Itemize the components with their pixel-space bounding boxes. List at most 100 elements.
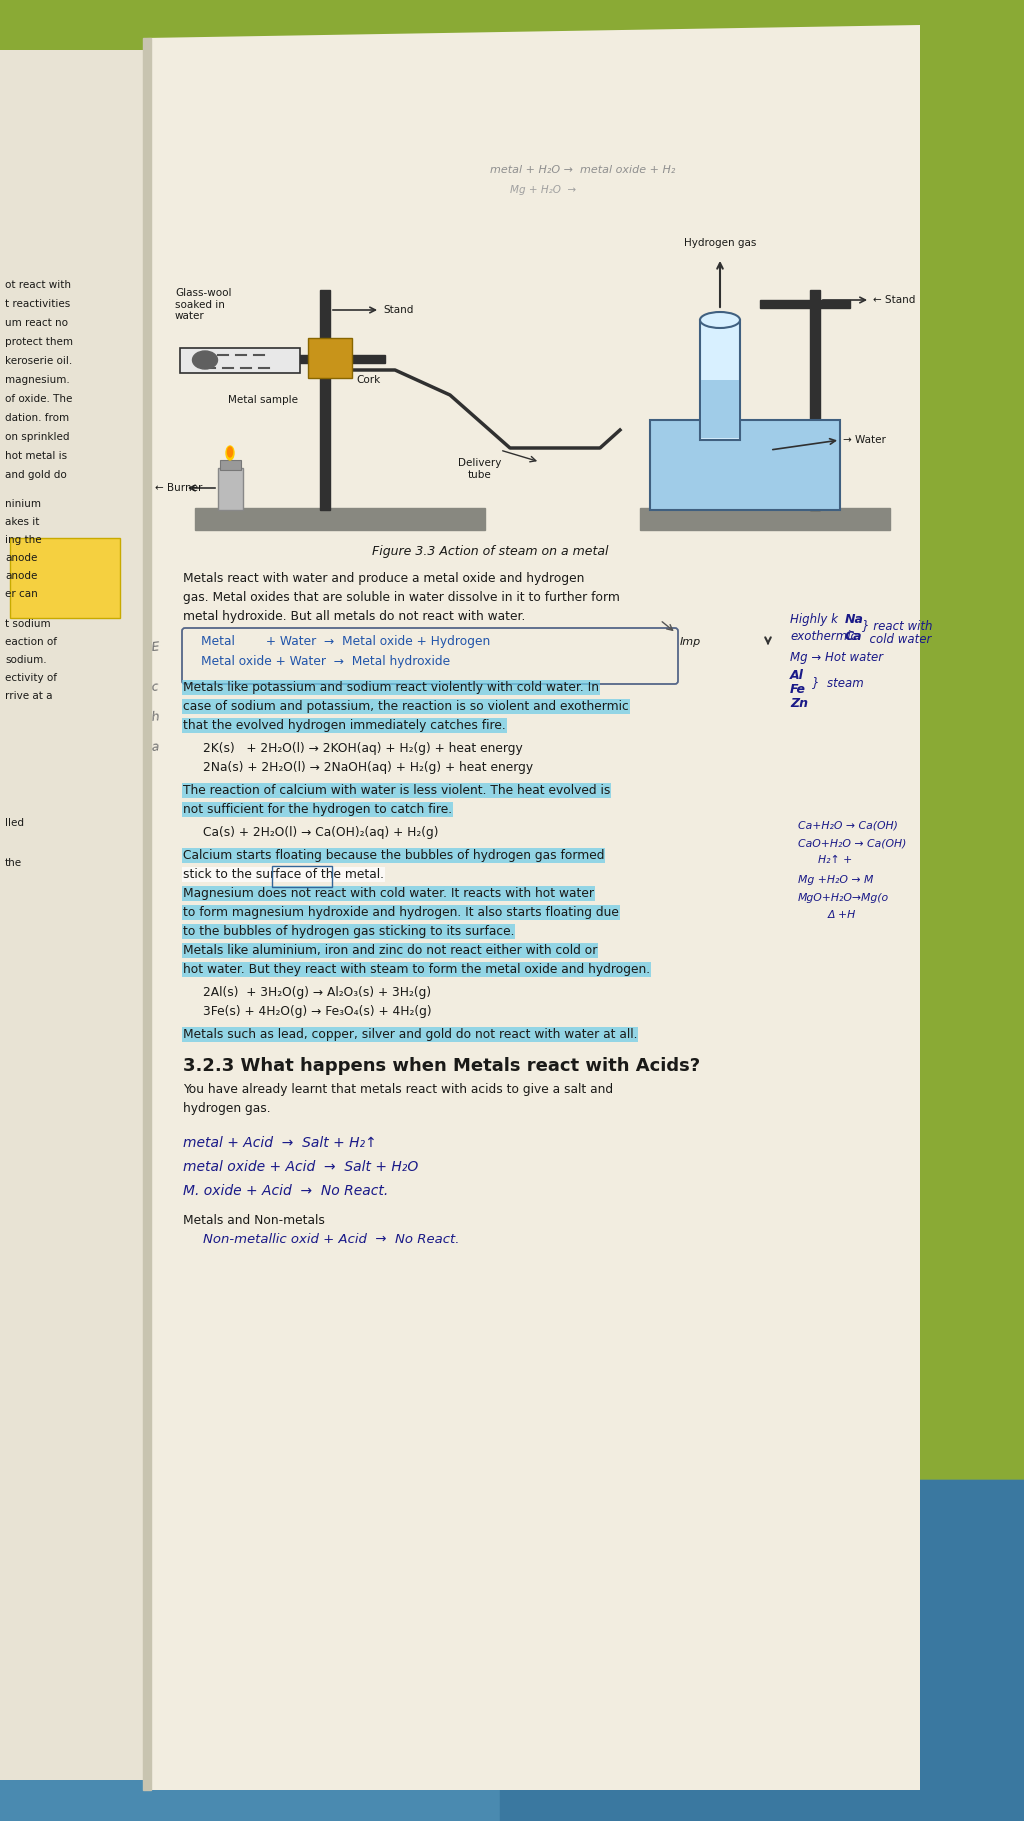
Text: to form magnesium hydroxide and hydrogen. It also starts floating due: to form magnesium hydroxide and hydrogen… (183, 907, 618, 920)
Text: Metals like aluminium, iron and zinc do not react either with cold or: Metals like aluminium, iron and zinc do … (183, 943, 597, 958)
Text: that the evolved hydrogen immediately catches fire.: that the evolved hydrogen immediately ca… (183, 719, 506, 732)
Text: of oxide. The: of oxide. The (5, 393, 73, 404)
Text: gas. Metal oxides that are soluble in water dissolve in it to further form: gas. Metal oxides that are soluble in wa… (183, 592, 620, 605)
Text: t reactivities: t reactivities (5, 299, 71, 310)
Text: Calcium starts floating because the bubbles of hydrogen gas formed: Calcium starts floating because the bubb… (183, 849, 604, 861)
Text: 2K(s)   + 2H₂O(l) → 2KOH(aq) + H₂(g) + heat energy: 2K(s) + 2H₂O(l) → 2KOH(aq) + H₂(g) + hea… (203, 741, 522, 756)
Text: CaO+H₂O → Ca(OH): CaO+H₂O → Ca(OH) (798, 838, 906, 849)
Text: ← Burner: ← Burner (155, 483, 203, 493)
Bar (319, 290, 330, 510)
Text: E: E (151, 639, 160, 654)
Text: metal + H₂O →  metal oxide + H₂: metal + H₂O → metal oxide + H₂ (490, 166, 676, 175)
Ellipse shape (227, 446, 232, 457)
Text: 3.2.3 What happens when Metals react with Acids?: 3.2.3 What happens when Metals react wit… (183, 1056, 700, 1074)
Text: Ca(s) + 2H₂O(l) → Ca(OH)₂(aq) + H₂(g): Ca(s) + 2H₂O(l) → Ca(OH)₂(aq) + H₂(g) (203, 827, 438, 839)
Text: Figure 3.3 Action of steam on a metal: Figure 3.3 Action of steam on a metal (372, 544, 608, 557)
Bar (195, 508, 485, 530)
Text: Highly k: Highly k (790, 614, 838, 626)
Ellipse shape (700, 311, 740, 328)
Text: ing the: ing the (5, 535, 42, 544)
Text: 3Fe(s) + 4H₂O(g) → Fe₃O₄(s) + 4H₂(g): 3Fe(s) + 4H₂O(g) → Fe₃O₄(s) + 4H₂(g) (203, 1005, 432, 1018)
Text: hot water. But they react with steam to form the metal oxide and hydrogen.: hot water. But they react with steam to … (183, 963, 650, 976)
Text: cold water: cold water (862, 634, 932, 646)
Text: Mg +H₂O → M: Mg +H₂O → M (798, 876, 873, 885)
Text: Metals react with water and produce a metal oxide and hydrogen: Metals react with water and produce a me… (183, 572, 585, 585)
Bar (180, 348, 300, 373)
Text: Metal        + Water  →  Metal oxide + Hydrogen: Metal + Water → Metal oxide + Hydrogen (201, 636, 490, 648)
Text: protect them: protect them (5, 337, 73, 348)
Text: a: a (151, 739, 160, 754)
Text: metal + Acid  →  Salt + H₂↑: metal + Acid → Salt + H₂↑ (183, 1136, 377, 1151)
Polygon shape (145, 25, 920, 1790)
Text: hot metal is: hot metal is (5, 452, 68, 461)
Text: Na: Na (845, 614, 864, 626)
Text: Metal sample: Metal sample (228, 395, 298, 404)
Text: ot react with: ot react with (5, 280, 71, 290)
Text: ← Stand: ← Stand (873, 295, 915, 304)
Text: case of sodium and potassium, the reaction is so violent and exothermic: case of sodium and potassium, the reacti… (183, 699, 629, 714)
Text: on sprinkled: on sprinkled (5, 432, 70, 443)
Bar (0, 1480, 1024, 1821)
Bar (760, 300, 850, 308)
Ellipse shape (193, 351, 217, 370)
Text: hydrogen gas.: hydrogen gas. (183, 1102, 270, 1114)
Text: The reaction of calcium with water is less violent. The heat evolved is: The reaction of calcium with water is le… (183, 785, 610, 798)
Text: anode: anode (5, 572, 37, 581)
Text: 2Na(s) + 2H₂O(l) → 2NaOH(aq) + H₂(g) + heat energy: 2Na(s) + 2H₂O(l) → 2NaOH(aq) + H₂(g) + h… (203, 761, 534, 774)
Bar (265, 355, 385, 362)
Text: metal hydroxide. But all metals do not react with water.: metal hydroxide. But all metals do not r… (183, 610, 525, 623)
Bar (640, 508, 890, 530)
Bar (650, 421, 840, 510)
Text: Imp: Imp (680, 637, 701, 646)
Bar (700, 320, 740, 441)
Text: } react with: } react with (862, 619, 933, 632)
Bar (10, 537, 120, 617)
Text: Al: Al (790, 668, 804, 683)
Text: Metal oxide + Water  →  Metal hydroxide: Metal oxide + Water → Metal hydroxide (201, 656, 451, 668)
Text: um react no: um react no (5, 319, 68, 328)
Text: ectivity of: ectivity of (5, 674, 57, 683)
Bar (220, 461, 241, 470)
Text: Metals such as lead, copper, silver and gold do not react with water at all.: Metals such as lead, copper, silver and … (183, 1029, 638, 1042)
Text: exothermic: exothermic (790, 630, 857, 643)
Polygon shape (0, 49, 148, 1779)
Text: Magnesium does not react with cold water. It reacts with hot water: Magnesium does not react with cold water… (183, 887, 594, 900)
Text: Cork: Cork (356, 375, 380, 384)
Text: Hydrogen gas: Hydrogen gas (684, 239, 756, 248)
Text: anode: anode (5, 554, 37, 563)
Text: Δ +H: Δ +H (828, 910, 856, 920)
Text: dation. from: dation. from (5, 413, 70, 422)
Text: Non-metallic oxid + Acid  →  No React.: Non-metallic oxid + Acid → No React. (203, 1233, 460, 1246)
Text: H₂↑ +: H₂↑ + (818, 856, 852, 865)
Text: Stand: Stand (383, 304, 414, 315)
Text: stick to the surface of the metal.: stick to the surface of the metal. (183, 869, 384, 881)
Text: You have already learnt that metals react with acids to give a salt and: You have already learnt that metals reac… (183, 1083, 613, 1096)
Text: not sufficient for the hydrogen to catch fire.: not sufficient for the hydrogen to catch… (183, 803, 453, 816)
Text: sodium.: sodium. (5, 656, 47, 665)
Bar (143, 38, 151, 1790)
Text: Mg → Hot water: Mg → Hot water (790, 650, 883, 665)
Text: metal oxide + Acid  →  Salt + H₂O: metal oxide + Acid → Salt + H₂O (183, 1160, 418, 1175)
Bar (218, 468, 243, 510)
Text: to the bubbles of hydrogen gas sticking to its surface.: to the bubbles of hydrogen gas sticking … (183, 925, 514, 938)
Ellipse shape (226, 446, 234, 461)
Text: Metals like potassium and sodium react violently with cold water. In: Metals like potassium and sodium react v… (183, 681, 599, 694)
Text: MgO+H₂O→Mg(o: MgO+H₂O→Mg(o (798, 892, 889, 903)
Text: h: h (151, 710, 160, 723)
Text: Ca+H₂O → Ca(OH): Ca+H₂O → Ca(OH) (798, 819, 898, 830)
Text: keroserie oil.: keroserie oil. (5, 355, 73, 366)
Text: ninium: ninium (5, 499, 41, 510)
Text: Metals and Non-metals: Metals and Non-metals (183, 1215, 325, 1227)
Bar (308, 339, 352, 379)
Text: lled: lled (5, 818, 24, 829)
Text: magnesium.: magnesium. (5, 375, 70, 384)
Bar (701, 381, 739, 439)
Text: Ca: Ca (845, 630, 862, 643)
Text: → Water: → Water (843, 435, 886, 444)
Text: the: the (5, 858, 23, 869)
Text: Zn: Zn (790, 697, 808, 710)
Text: t sodium: t sodium (5, 619, 50, 628)
Text: M. oxide + Acid  →  No React.: M. oxide + Acid → No React. (183, 1184, 388, 1198)
Text: Fe: Fe (790, 683, 806, 696)
Text: Delivery
tube: Delivery tube (459, 459, 502, 479)
